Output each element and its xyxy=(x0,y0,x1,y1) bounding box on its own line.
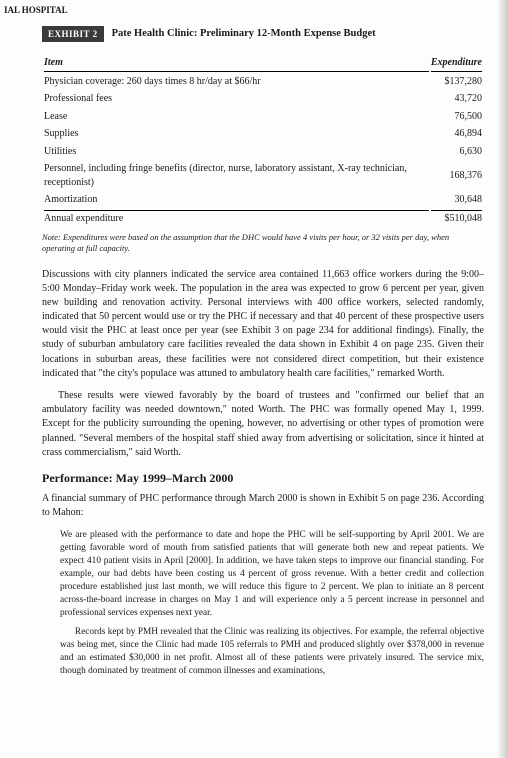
table-row: Physician coverage: 260 days times 8 hr/… xyxy=(44,74,482,90)
row-label: Supplies xyxy=(44,126,429,142)
col-header-item: Item xyxy=(44,56,429,72)
row-value: 76,500 xyxy=(431,109,482,125)
page-scan-edge xyxy=(498,0,508,758)
body-paragraph: These results were viewed favorably by t… xyxy=(42,389,484,460)
row-value: 46,894 xyxy=(431,126,482,142)
body-paragraph: A financial summary of PHC performance t… xyxy=(42,492,484,520)
body-paragraph: Discussions with city planners indicated… xyxy=(42,268,484,382)
section-heading: Performance: May 1999–March 2000 xyxy=(42,470,484,486)
quote-paragraph: Records kept by PMH revealed that the Cl… xyxy=(60,626,484,678)
table-note: Note: Expenditures were based on the ass… xyxy=(42,232,484,253)
row-label: Amortization xyxy=(44,192,429,208)
table-total-row: Annual expenditure $510,048 xyxy=(44,210,482,227)
total-label: Annual expenditure xyxy=(44,210,429,227)
row-label: Physician coverage: 260 days times 8 hr/… xyxy=(44,74,429,90)
block-quote: We are pleased with the performance to d… xyxy=(60,529,484,678)
row-label: Personnel, including fringe benefits (di… xyxy=(44,161,429,190)
table-row: Lease 76,500 xyxy=(44,109,482,125)
row-label: Lease xyxy=(44,109,429,125)
total-value: $510,048 xyxy=(431,210,482,227)
quote-paragraph: We are pleased with the performance to d… xyxy=(60,529,484,620)
col-header-expenditure: Expenditure xyxy=(431,56,482,72)
exhibit-badge: EXHIBIT 2 xyxy=(42,26,104,42)
exhibit-header: EXHIBIT 2 Pate Health Clinic: Preliminar… xyxy=(42,26,484,42)
table-row: Personnel, including fringe benefits (di… xyxy=(44,161,482,190)
table-row: Utilities 6,630 xyxy=(44,144,482,160)
budget-table: Item Expenditure Physician coverage: 260… xyxy=(42,54,484,228)
exhibit-title: Pate Health Clinic: Preliminary 12-Month… xyxy=(112,27,376,41)
row-label: Utilities xyxy=(44,144,429,160)
row-value: 43,720 xyxy=(431,91,482,107)
page: IAL HOSPITAL EXHIBIT 2 Pate Health Clini… xyxy=(0,0,508,698)
row-label: Professional fees xyxy=(44,91,429,107)
running-header: IAL HOSPITAL xyxy=(4,4,484,16)
row-value: 6,630 xyxy=(431,144,482,160)
row-value: $137,280 xyxy=(431,74,482,90)
table-row: Professional fees 43,720 xyxy=(44,91,482,107)
row-value: 168,376 xyxy=(431,161,482,190)
row-value: 30,648 xyxy=(431,192,482,208)
table-row: Supplies 46,894 xyxy=(44,126,482,142)
table-row: Amortization 30,648 xyxy=(44,192,482,208)
